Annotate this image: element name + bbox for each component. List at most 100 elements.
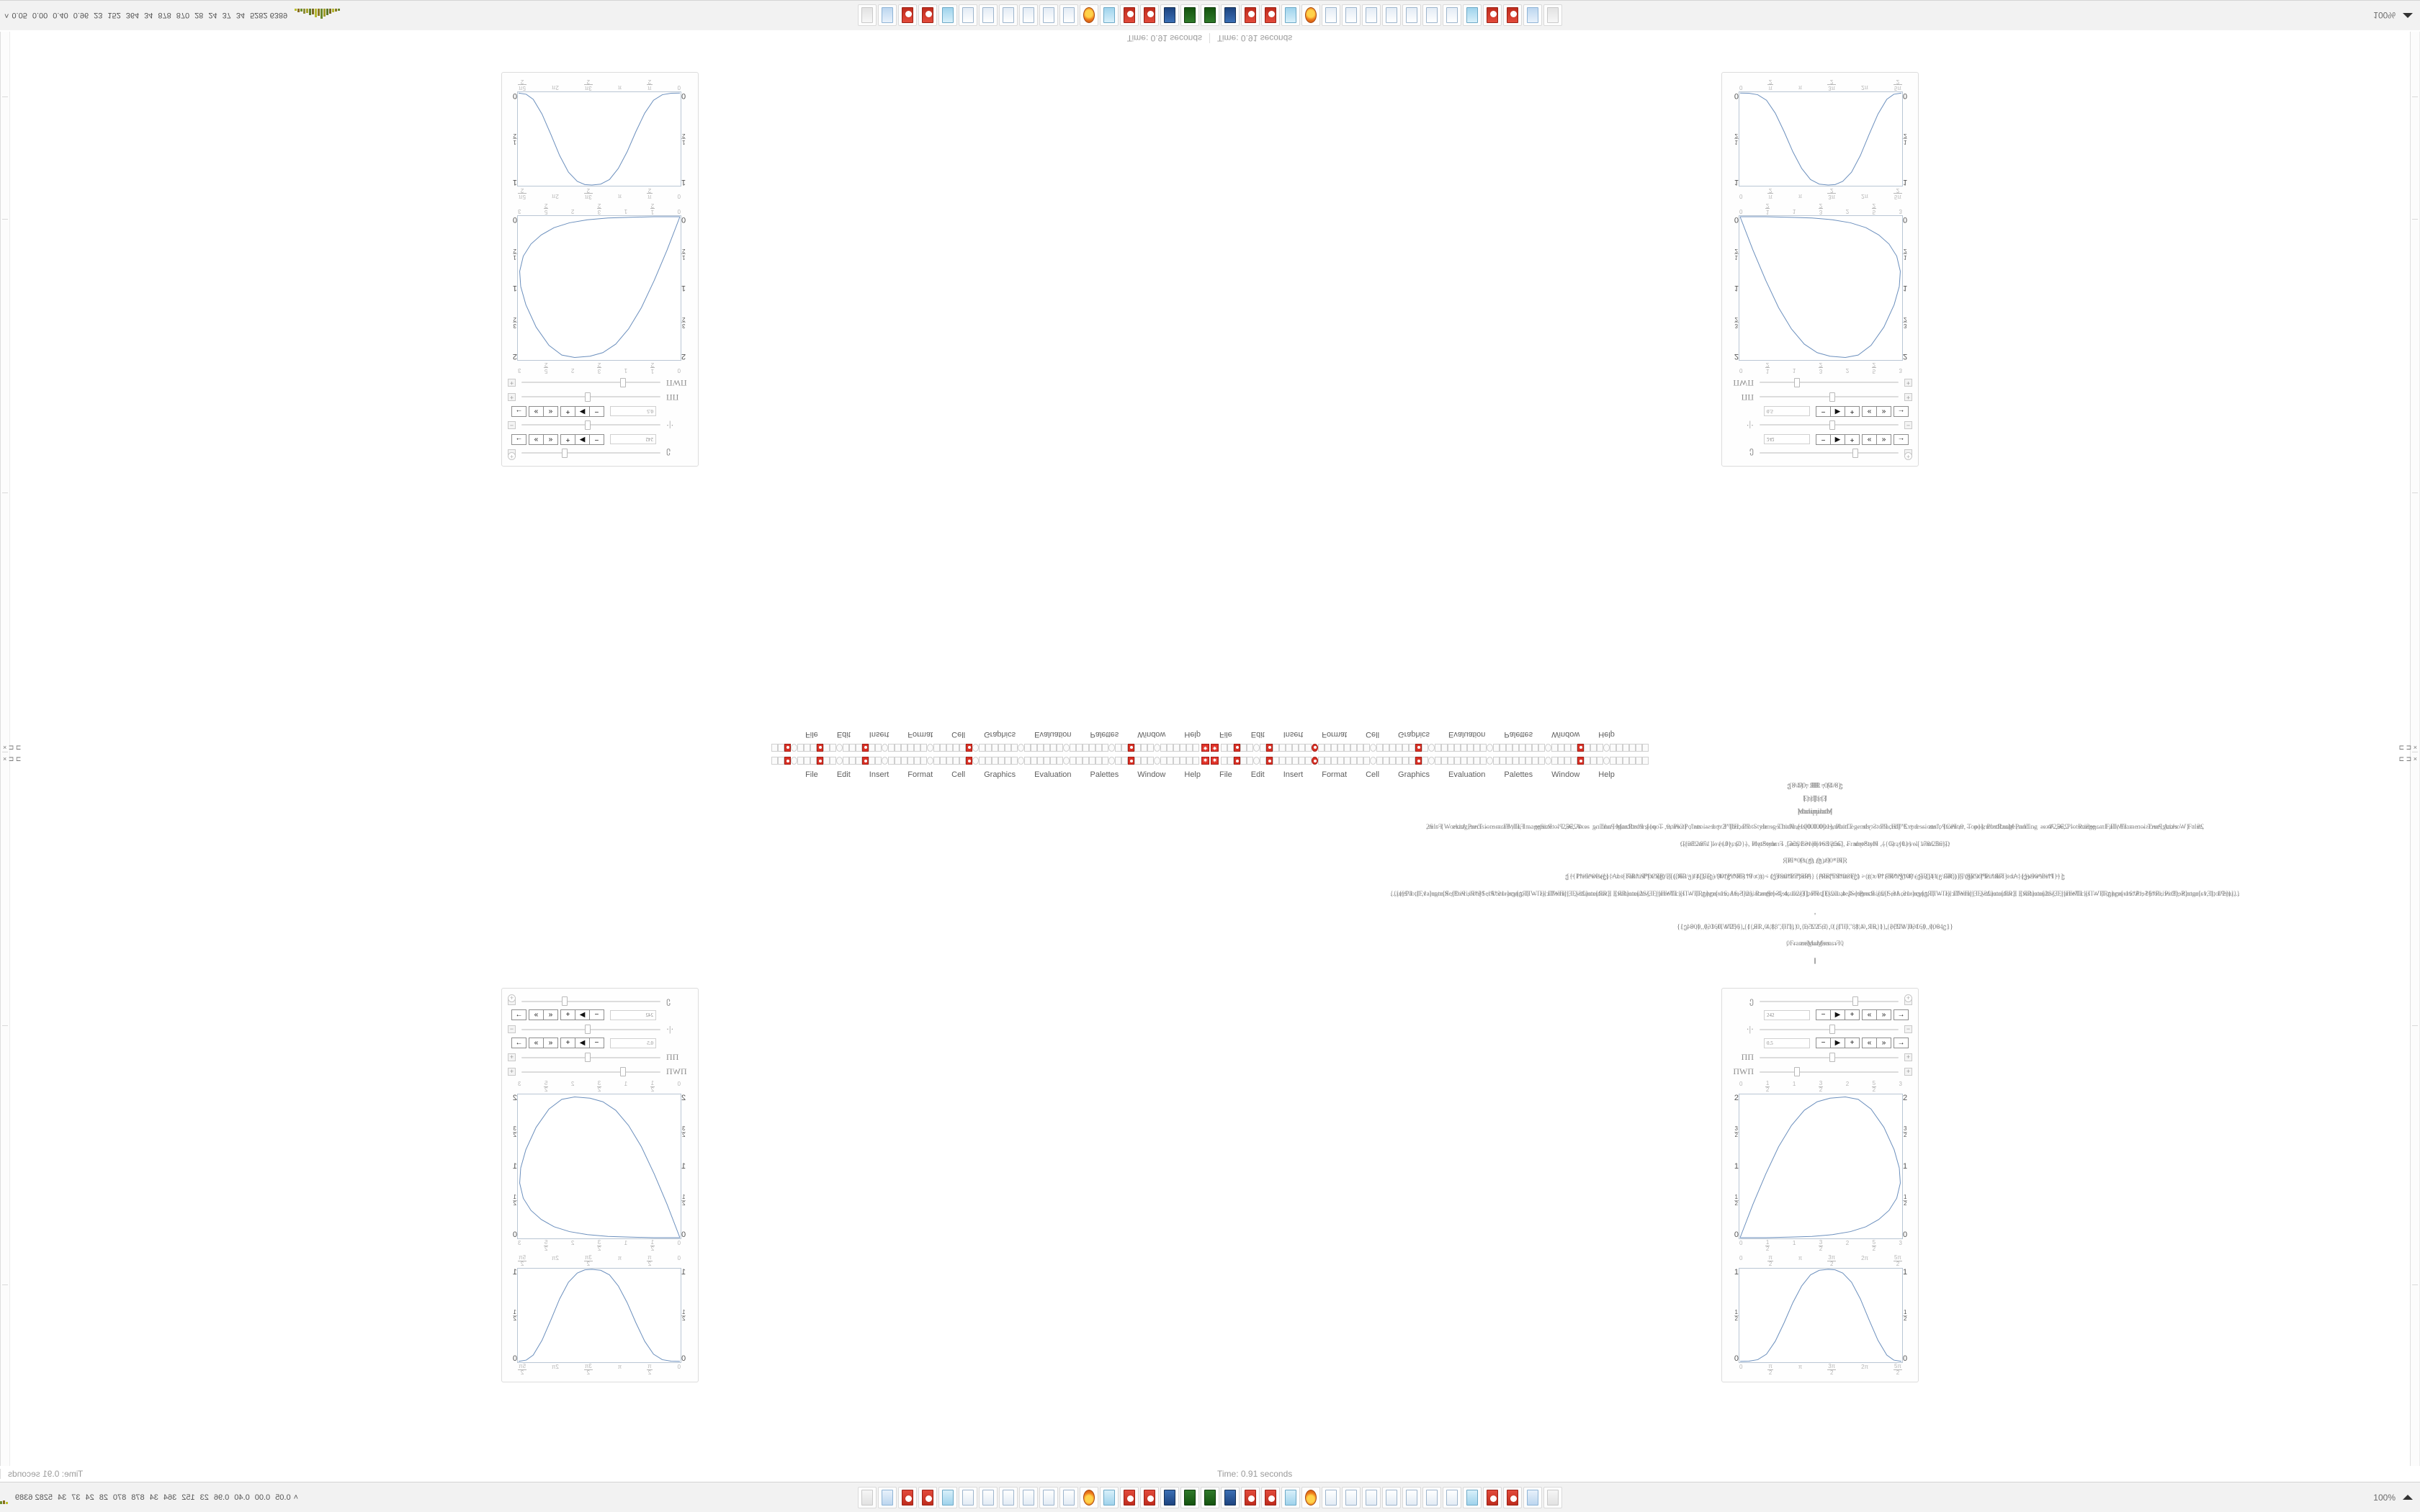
toolbar-icon-15[interactable] (869, 757, 875, 765)
toolbar-icon-r-54[interactable] (1571, 744, 1577, 752)
toolbar-icon-2[interactable] (784, 757, 791, 765)
decrement-button[interactable]: − (589, 434, 604, 445)
toolbar-icon-46[interactable] (1070, 744, 1076, 752)
toolbar-icon-29[interactable] (959, 744, 966, 752)
toolbar-icon-9[interactable] (830, 744, 836, 752)
toolbar-icon-r-50[interactable] (1545, 744, 1551, 752)
notebook-code-line-2[interactable]: Manipulate[ (1797, 808, 1833, 816)
toolbar-icon-0[interactable] (771, 744, 778, 752)
toolbar-icon-62[interactable] (1173, 757, 1180, 765)
toolbar-icon-r-53[interactable] (1564, 744, 1571, 752)
taskbar-document-window[interactable] (1281, 4, 1300, 27)
menu-item-help[interactable]: Help (1184, 770, 1201, 779)
toolbar-icon-r-58[interactable] (1597, 744, 1603, 752)
jump-end-button[interactable]: → (1894, 434, 1909, 445)
taskbar-document-window[interactable] (1443, 1486, 1461, 1508)
toolbar-icon-r-48[interactable] (1532, 757, 1538, 765)
toolbar-icon-38[interactable] (1018, 757, 1024, 765)
increment-button[interactable]: + (1845, 434, 1860, 445)
toolbar-icon-r-24[interactable] (1376, 744, 1383, 752)
toolbar-icon-14[interactable] (862, 744, 869, 752)
taskbar-document-window[interactable] (1463, 4, 1482, 27)
toolbar-icon-18[interactable] (888, 744, 895, 752)
toolbar-icon-24[interactable] (927, 757, 933, 765)
taskbar-mathematica-notebook[interactable] (1120, 4, 1139, 27)
step-down-button[interactable]: » (1876, 406, 1891, 417)
slider-buttons-1[interactable]: 0.5 − ▶ + «» → (1764, 405, 1912, 418)
step-up-button[interactable]: « (543, 1009, 558, 1020)
toolbar-icon-34[interactable] (992, 744, 998, 752)
gear-icon[interactable] (1211, 744, 1219, 752)
toolbar-icon-r-42[interactable] (1493, 757, 1500, 765)
taskbar-mathematica-notebook[interactable] (918, 1486, 937, 1508)
toolbar-icon-r-60[interactable] (1610, 757, 1616, 765)
toolbar-icon-r-59[interactable] (1603, 757, 1610, 765)
restore-icon[interactable]: ⊐ (2406, 755, 2412, 762)
toolbar-icon-r-29[interactable] (1409, 744, 1415, 752)
toolbar-icon-23[interactable] (920, 744, 927, 752)
toolbar-icon-r-47[interactable] (1525, 744, 1532, 752)
toolbar-icon-5[interactable] (804, 744, 810, 752)
toolbar-icon-45[interactable] (1063, 757, 1070, 765)
toolbar-icon-3[interactable] (791, 757, 797, 765)
step-down-button[interactable]: » (529, 434, 544, 445)
step-down-button[interactable]: » (529, 406, 544, 417)
minimize-icon[interactable]: ⊏ (15, 755, 22, 762)
restore-icon[interactable]: ⊐ (2406, 744, 2412, 751)
taskbar-mathematica-notebook[interactable] (1140, 4, 1159, 27)
taskbar-document-window[interactable] (1523, 4, 1542, 27)
toolbar-icon-r-22[interactable] (1363, 757, 1370, 765)
menu-item-cell[interactable]: Cell (1366, 770, 1380, 779)
increment-button[interactable]: + (1845, 1038, 1860, 1048)
toolbar-icon-41[interactable] (1037, 757, 1044, 765)
menubar[interactable]: File Edit Insert Format Cell Graphics Evaluati… (0, 769, 2420, 780)
taskbar-excel-app[interactable] (1180, 1486, 1199, 1508)
toolbar-icon-r-1[interactable] (1227, 757, 1234, 765)
toolbar-icon-r-4[interactable] (1247, 757, 1253, 765)
taskbar-document-window[interactable] (979, 4, 998, 27)
slider-track[interactable] (521, 449, 660, 458)
menubar-left-half[interactable]: File Edit Insert Format Cell Graphics Evaluati… (805, 731, 1201, 739)
toggle-open-close-icon[interactable]: + (508, 1068, 516, 1076)
toolbar-icon-12[interactable] (849, 757, 856, 765)
taskbar-document-window[interactable] (1100, 1486, 1119, 1508)
notebook-code-line-11[interactable]: ] (1814, 958, 1816, 965)
zoom-control-mirror[interactable]: 100% (2118, 11, 2420, 21)
animate-play-button[interactable]: ▶ (1830, 1009, 1845, 1020)
toolbar-icon-r-35[interactable] (1448, 744, 1454, 752)
taskbar-document-window[interactable] (1422, 1486, 1441, 1508)
toolbar-icon-r-53[interactable] (1564, 757, 1571, 765)
taskbar-document-window[interactable] (1402, 1486, 1421, 1508)
slider-row-1[interactable]: ·|· − (508, 1023, 692, 1035)
toolbar-icon-41[interactable] (1037, 744, 1044, 752)
toolbar-icon-r-56[interactable] (1584, 757, 1590, 765)
triangle-up-icon[interactable] (2403, 13, 2413, 18)
step-down-button[interactable]: » (1876, 1009, 1891, 1020)
window-controls-left[interactable]: × ⊐ ⊏ (3, 744, 21, 752)
toolbar-icon-36[interactable] (1005, 757, 1011, 765)
restore-icon[interactable]: ⊐ (8, 744, 14, 751)
toolbar-icon-r-34[interactable] (1441, 757, 1448, 765)
toolbar-icon-25[interactable] (933, 757, 940, 765)
decrement-button[interactable]: − (1816, 406, 1831, 417)
toolbar-icon-r-23[interactable] (1370, 757, 1376, 765)
notebook-code-line-7[interactable]: …urePlot[Evaluate[SetPrecision[SetAccura… (1389, 891, 2241, 898)
slider-thumb[interactable] (1829, 1025, 1835, 1034)
slider-track[interactable] (521, 1025, 660, 1034)
slider-thumb[interactable] (585, 1053, 591, 1062)
slider-buttons-0[interactable]: 242 − ▶ + «» → (1764, 1009, 1912, 1021)
slider-row-0[interactable]: ე − (1728, 995, 1912, 1007)
toolbar-icon-r-63[interactable] (1629, 744, 1636, 752)
decrement-button[interactable]: − (589, 1009, 604, 1020)
notebook-code-line-4[interactable]: GridLines → {{0}, {0}}, PlotStyle → Gray… (1680, 841, 1950, 848)
notebook-code-line-10[interactable]: , FrameMargins → 0 (1786, 940, 1844, 948)
toolbar-icon-5[interactable] (804, 757, 810, 765)
jump-end-button[interactable]: → (1894, 1038, 1909, 1048)
taskbar-document-window[interactable] (1039, 4, 1058, 27)
step-up-button[interactable]: « (543, 1038, 558, 1048)
toolbar-icon-54[interactable] (1121, 757, 1128, 765)
toolbar-icon-57[interactable] (1141, 757, 1147, 765)
toolbar-icon-34[interactable] (992, 757, 998, 765)
slider-track[interactable] (521, 378, 660, 387)
slider-track[interactable] (521, 392, 660, 402)
